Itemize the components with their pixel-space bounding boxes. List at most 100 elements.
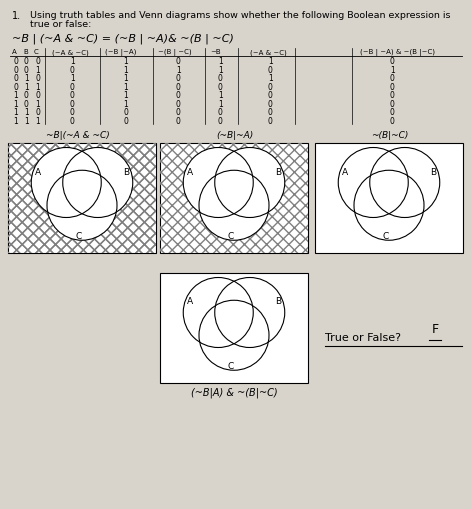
Bar [8, 143, 156, 253]
Circle shape [215, 277, 285, 348]
Circle shape [215, 148, 285, 217]
Text: 0: 0 [218, 108, 223, 117]
Text: 0: 0 [268, 66, 273, 74]
Text: 0: 0 [268, 91, 273, 100]
Text: 0: 0 [390, 82, 395, 92]
Bar [160, 273, 308, 383]
Text: 0: 0 [268, 99, 273, 108]
Text: ~(B|~C): ~(B|~C) [371, 131, 409, 140]
Text: B: B [430, 167, 436, 177]
Text: 0: 0 [13, 57, 18, 66]
Text: true or false:: true or false: [30, 20, 91, 29]
Text: 1: 1 [218, 66, 223, 74]
Text: (~B | ~A) & ~(B |~C): (~B | ~A) & ~(B |~C) [360, 49, 435, 56]
Text: 0: 0 [13, 82, 18, 92]
Circle shape [63, 148, 133, 217]
Text: 0: 0 [35, 91, 40, 100]
Text: 1: 1 [176, 66, 181, 74]
Text: 0: 0 [176, 108, 181, 117]
Text: 1: 1 [123, 66, 128, 74]
Text: 1: 1 [35, 117, 40, 126]
Text: 0: 0 [218, 74, 223, 83]
Circle shape [370, 148, 440, 217]
Text: 1: 1 [218, 57, 223, 66]
Text: 0: 0 [218, 82, 223, 92]
Text: (~B |~A): (~B |~A) [105, 49, 137, 56]
Text: 1: 1 [13, 99, 18, 108]
Text: A: A [35, 167, 41, 177]
Text: 1: 1 [24, 74, 29, 83]
Text: 0: 0 [35, 57, 40, 66]
Text: 1: 1 [123, 82, 128, 92]
Text: A: A [12, 49, 17, 55]
Text: 0: 0 [176, 117, 181, 126]
Text: 0: 0 [24, 99, 29, 108]
Text: 1: 1 [268, 57, 273, 66]
Text: 1: 1 [35, 99, 40, 108]
Text: C: C [34, 49, 39, 55]
Bar [160, 143, 308, 253]
Text: 0: 0 [70, 91, 75, 100]
Text: 0: 0 [70, 117, 75, 126]
Text: 0: 0 [390, 99, 395, 108]
Text: ~B | (~A & ~C) = (~B | ~A)& ~(B | ~C): ~B | (~A & ~C) = (~B | ~A)& ~(B | ~C) [12, 33, 234, 43]
Text: (~B|A) & ~(B|~C): (~B|A) & ~(B|~C) [191, 387, 277, 398]
Text: 1: 1 [218, 91, 223, 100]
Circle shape [199, 170, 269, 240]
Bar [315, 143, 463, 253]
Text: 1: 1 [70, 74, 75, 83]
Text: 0: 0 [70, 82, 75, 92]
Text: 0: 0 [390, 91, 395, 100]
Text: 1: 1 [24, 108, 29, 117]
Text: ~B: ~B [210, 49, 220, 55]
Text: 0: 0 [176, 82, 181, 92]
Text: 1: 1 [268, 74, 273, 83]
Text: 0: 0 [390, 117, 395, 126]
Text: 0: 0 [176, 74, 181, 83]
Text: 1: 1 [35, 82, 40, 92]
Text: (~B|~A): (~B|~A) [216, 131, 253, 140]
Text: 1: 1 [218, 99, 223, 108]
Text: 0: 0 [123, 117, 128, 126]
Text: C: C [228, 232, 234, 241]
Text: 0: 0 [70, 99, 75, 108]
Text: 1: 1 [123, 99, 128, 108]
Text: 0: 0 [70, 108, 75, 117]
Text: B: B [275, 167, 281, 177]
Text: 1: 1 [24, 117, 29, 126]
Circle shape [183, 148, 253, 217]
Circle shape [47, 170, 117, 240]
Text: 0: 0 [176, 91, 181, 100]
Text: 0: 0 [390, 74, 395, 83]
Text: 0: 0 [24, 91, 29, 100]
Bar [160, 143, 308, 253]
Text: 0: 0 [13, 66, 18, 74]
Text: 1.: 1. [12, 11, 21, 21]
Text: 1: 1 [123, 74, 128, 83]
Text: F: F [431, 323, 439, 336]
Circle shape [31, 148, 101, 217]
Text: A: A [187, 297, 194, 306]
Text: 0: 0 [176, 57, 181, 66]
Text: 0: 0 [35, 108, 40, 117]
Text: 1: 1 [35, 66, 40, 74]
Text: C: C [383, 232, 389, 241]
Text: True or False?: True or False? [325, 333, 401, 343]
Text: C: C [76, 232, 82, 241]
Text: 1: 1 [123, 91, 128, 100]
Bar [8, 143, 156, 253]
Text: A: A [187, 167, 194, 177]
Text: 1: 1 [390, 66, 395, 74]
Text: 1: 1 [13, 108, 18, 117]
Text: 0: 0 [35, 74, 40, 83]
Text: (~A & ~C): (~A & ~C) [52, 49, 89, 55]
Text: 0: 0 [390, 108, 395, 117]
Text: 0: 0 [268, 108, 273, 117]
Text: (~A & ~C): (~A & ~C) [250, 49, 287, 55]
Bar [8, 143, 156, 253]
Text: 0: 0 [176, 99, 181, 108]
Text: 1: 1 [13, 91, 18, 100]
Text: Using truth tables and Venn diagrams show whether the following Boolean expressi: Using truth tables and Venn diagrams sho… [30, 11, 450, 20]
Text: 1: 1 [24, 82, 29, 92]
Text: ~(B | ~C): ~(B | ~C) [158, 49, 192, 56]
